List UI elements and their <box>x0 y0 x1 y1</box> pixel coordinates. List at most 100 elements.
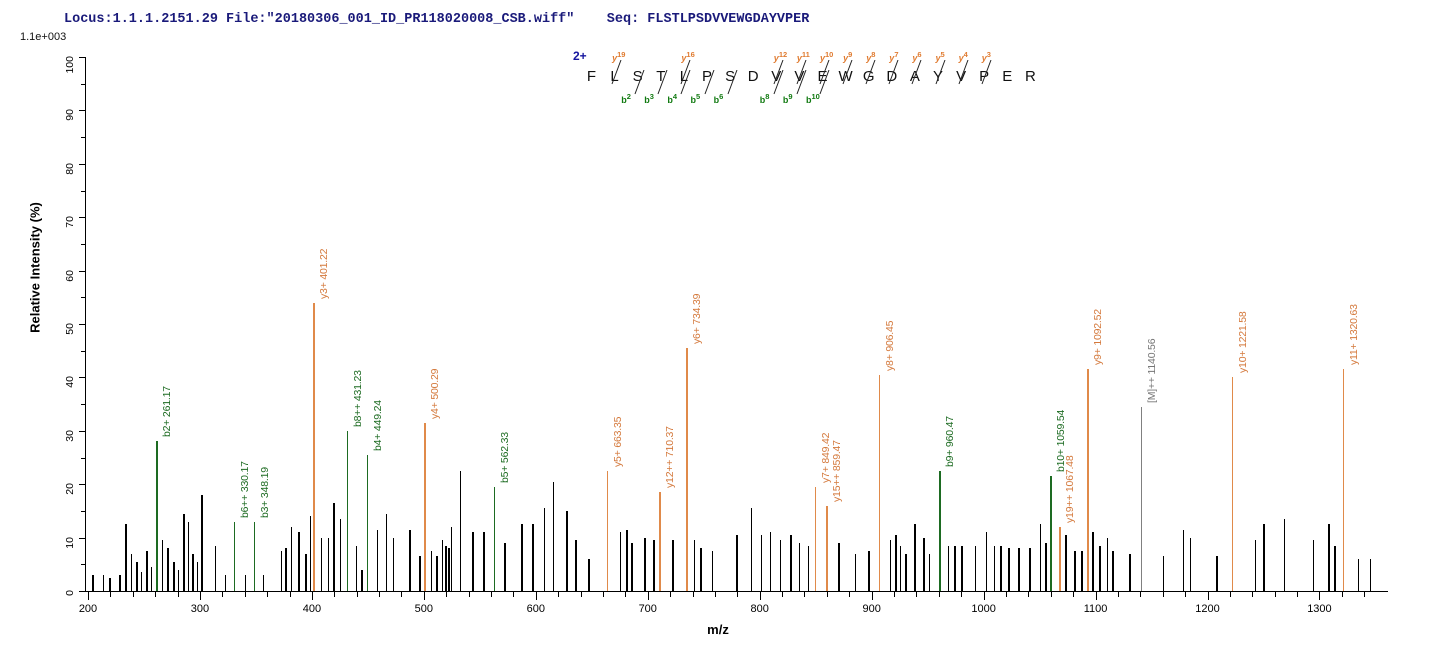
annotated-peak[interactable] <box>815 486 817 591</box>
spectrum-peak[interactable] <box>838 542 840 591</box>
spectrum-peak[interactable] <box>280 550 283 591</box>
spectrum-peak[interactable] <box>1328 524 1330 591</box>
spectrum-peak[interactable] <box>320 537 323 591</box>
annotated-peak[interactable] <box>878 374 881 591</box>
spectrum-peak[interactable] <box>262 574 265 591</box>
spectrum-peak[interactable] <box>1008 548 1010 591</box>
spectrum-peak[interactable] <box>1098 545 1101 591</box>
spectrum-peak[interactable] <box>854 553 857 591</box>
spectrum-peak[interactable] <box>244 574 247 591</box>
annotated-peak[interactable] <box>233 521 236 591</box>
spectrum-peak[interactable] <box>448 548 451 591</box>
spectrum-peak[interactable] <box>355 545 358 591</box>
spectrum-peak[interactable] <box>504 542 507 591</box>
spectrum-peak[interactable] <box>566 510 568 591</box>
annotated-peak[interactable] <box>424 422 426 591</box>
spectrum-peak[interactable] <box>947 545 950 591</box>
spectrum-peak[interactable] <box>521 524 523 591</box>
spectrum-peak[interactable] <box>333 502 335 591</box>
spectrum-peak[interactable] <box>1182 529 1185 591</box>
spectrum-peak[interactable] <box>187 521 190 591</box>
annotated-peak[interactable] <box>156 441 158 591</box>
annotated-peak[interactable] <box>346 430 349 591</box>
spectrum-peak[interactable] <box>376 529 379 591</box>
spectrum-peak[interactable] <box>789 534 792 591</box>
annotated-peak[interactable] <box>253 521 256 591</box>
spectrum-peak[interactable] <box>914 524 916 591</box>
spectrum-peak[interactable] <box>290 526 293 591</box>
annotated-peak[interactable] <box>1059 526 1061 591</box>
spectrum-peak[interactable] <box>868 550 870 591</box>
spectrum-peak[interactable] <box>1045 542 1047 591</box>
spectrum-peak[interactable] <box>130 553 133 591</box>
annotated-peak[interactable] <box>659 492 661 591</box>
spectrum-peak[interactable] <box>1112 550 1114 591</box>
spectrum-peak[interactable] <box>532 524 535 591</box>
spectrum-peak[interactable] <box>923 537 925 591</box>
spectrum-peak[interactable] <box>214 545 217 591</box>
spectrum-peak[interactable] <box>140 572 143 591</box>
spectrum-peak[interactable] <box>750 508 753 591</box>
annotated-peak[interactable] <box>939 470 941 591</box>
spectrum-peak[interactable] <box>619 532 622 591</box>
spectrum-peak[interactable] <box>736 534 738 591</box>
spectrum-peak[interactable] <box>1216 556 1219 591</box>
spectrum-peak[interactable] <box>895 534 897 591</box>
spectrum-peak[interactable] <box>985 532 988 591</box>
spectrum-peak[interactable] <box>626 529 629 591</box>
spectrum-peak[interactable] <box>124 524 127 591</box>
spectrum-peak[interactable] <box>339 518 342 591</box>
spectrum-peak[interactable] <box>905 553 907 591</box>
spectrum-peak[interactable] <box>309 516 312 591</box>
spectrum-peak[interactable] <box>700 548 702 591</box>
spectrum-peak[interactable] <box>450 526 453 591</box>
spectrum-peak[interactable] <box>779 540 782 591</box>
annotated-peak[interactable] <box>1231 377 1234 591</box>
spectrum-peak[interactable] <box>119 574 121 591</box>
spectrum-peak[interactable] <box>543 508 546 591</box>
spectrum-peak[interactable] <box>196 561 199 591</box>
annotated-peak[interactable] <box>367 454 369 591</box>
spectrum-peak[interactable] <box>1334 545 1336 591</box>
spectrum-peak[interactable] <box>993 545 996 591</box>
spectrum-peak[interactable] <box>305 553 307 591</box>
spectrum-peak[interactable] <box>1106 537 1109 591</box>
annotated-peak[interactable] <box>313 302 315 591</box>
spectrum-peak[interactable] <box>769 532 772 591</box>
spectrum-peak[interactable] <box>167 548 170 591</box>
spectrum-peak[interactable] <box>1018 548 1020 591</box>
spectrum-peak[interactable] <box>385 513 388 591</box>
spectrum-peak[interactable] <box>899 545 902 591</box>
annotated-peak[interactable] <box>826 505 828 591</box>
spectrum-peak[interactable] <box>161 540 164 591</box>
spectrum-peak[interactable] <box>150 566 153 591</box>
spectrum-peak[interactable] <box>136 561 138 591</box>
spectrum-peak[interactable] <box>419 556 421 591</box>
annotated-peak[interactable] <box>686 348 688 591</box>
spectrum-peak[interactable] <box>1162 556 1165 591</box>
spectrum-peak[interactable] <box>574 540 577 591</box>
spectrum-peak[interactable] <box>1357 558 1360 591</box>
spectrum-peak[interactable] <box>588 558 590 591</box>
annotated-peak[interactable] <box>1050 476 1052 591</box>
spectrum-peak[interactable] <box>798 542 801 591</box>
annotated-peak[interactable] <box>493 486 496 591</box>
spectrum-peak[interactable] <box>954 545 957 591</box>
spectrum-peak[interactable] <box>760 534 763 591</box>
spectrum-peak[interactable] <box>807 545 810 591</box>
annotated-peak[interactable] <box>1342 369 1344 591</box>
spectrum-peak[interactable] <box>974 545 977 591</box>
spectrum-peak[interactable] <box>1189 537 1192 591</box>
spectrum-peak[interactable] <box>1092 532 1094 591</box>
spectrum-peak[interactable] <box>693 540 696 591</box>
spectrum-peak[interactable] <box>224 574 227 591</box>
spectrum-peak[interactable] <box>552 481 555 591</box>
spectrum-peak[interactable] <box>1263 524 1266 591</box>
spectrum-peak[interactable] <box>392 537 395 591</box>
spectrum-peak[interactable] <box>644 537 646 591</box>
spectrum-peak[interactable] <box>183 513 185 591</box>
spectrum-peak[interactable] <box>177 569 180 591</box>
spectrum-peak[interactable] <box>445 545 447 591</box>
spectrum-peak[interactable] <box>441 540 444 591</box>
spectrum-peak[interactable] <box>361 569 363 591</box>
